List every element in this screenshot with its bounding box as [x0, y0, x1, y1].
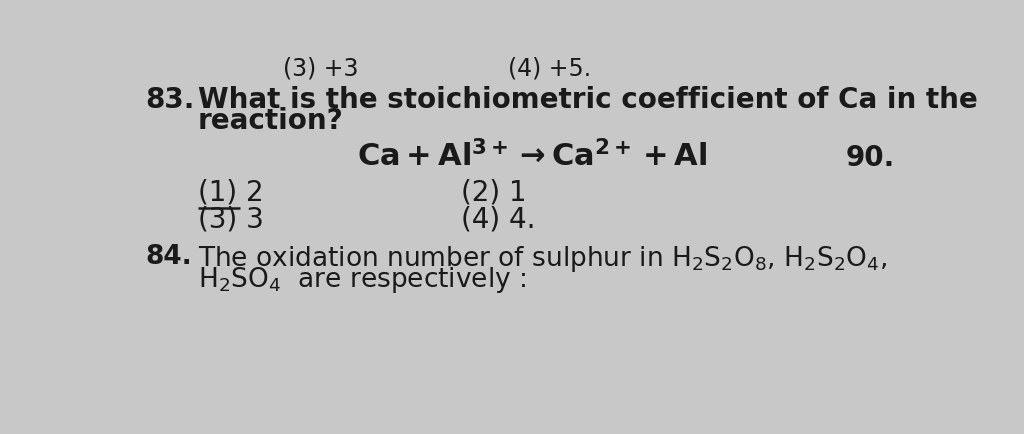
Text: (4) 4.: (4) 4. — [461, 205, 536, 233]
Text: $\mathrm{H_2SO_4}$  are respectively :: $\mathrm{H_2SO_4}$ are respectively : — [198, 265, 526, 295]
Text: (2) 1: (2) 1 — [461, 178, 527, 206]
Text: reaction?: reaction? — [198, 107, 343, 135]
Text: 83.: 83. — [145, 86, 195, 114]
Text: $\mathbf{Ca + Al^{3+} \rightarrow Ca^{2+} + Al}$: $\mathbf{Ca + Al^{3+} \rightarrow Ca^{2+… — [356, 140, 707, 172]
Text: (3) +3: (3) +3 — [283, 57, 358, 81]
Text: 90.: 90. — [846, 144, 895, 172]
Text: (4) +5.: (4) +5. — [508, 57, 591, 81]
Text: (1) 2: (1) 2 — [198, 178, 263, 206]
Text: What is the stoichiometric coefficient of Ca in the: What is the stoichiometric coefficient o… — [198, 86, 978, 114]
Text: (3) 3: (3) 3 — [198, 205, 263, 233]
Text: The oxidation number of sulphur in $\mathrm{H_2S_2O_8}$, $\mathrm{H_2S_2O_4}$,: The oxidation number of sulphur in $\mat… — [198, 244, 887, 274]
Text: 84.: 84. — [145, 244, 191, 270]
